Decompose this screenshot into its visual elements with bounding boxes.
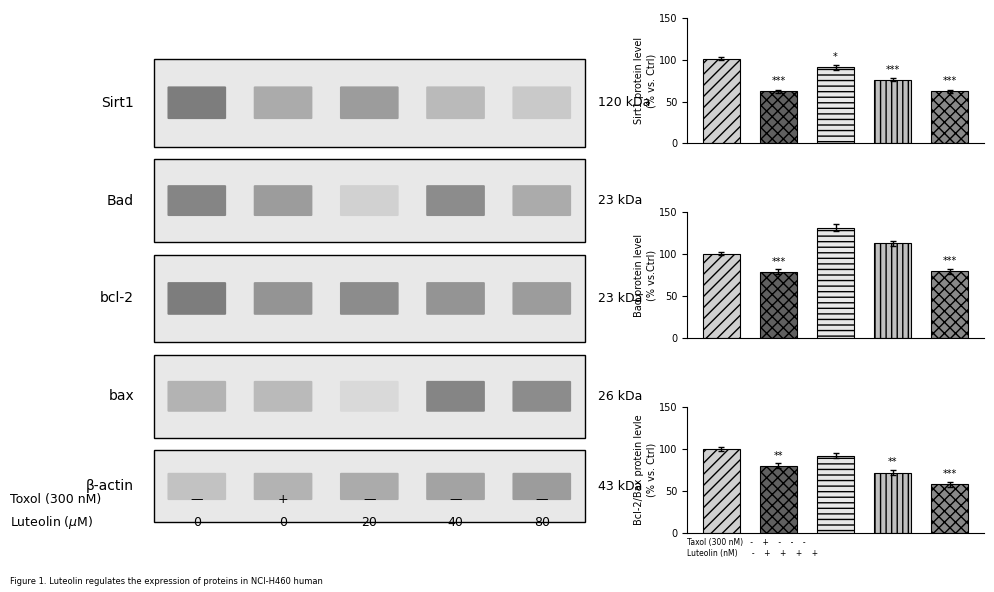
- Y-axis label: Bad protein level
(% vs.Ctrl): Bad protein level (% vs.Ctrl): [634, 234, 656, 317]
- Y-axis label: Bcl-2/Bax protein levle
(% vs. Ctrl): Bcl-2/Bax protein levle (% vs. Ctrl): [634, 414, 656, 525]
- Text: 40: 40: [447, 516, 463, 529]
- FancyBboxPatch shape: [426, 473, 485, 500]
- Bar: [874, 472, 911, 533]
- Text: 23 kDa: 23 kDa: [598, 194, 642, 207]
- Text: ***: ***: [771, 76, 785, 86]
- Text: 0: 0: [279, 516, 287, 529]
- FancyBboxPatch shape: [167, 282, 227, 315]
- Text: bcl-2: bcl-2: [100, 291, 134, 305]
- Bar: [154, 59, 584, 147]
- Bar: [931, 484, 968, 533]
- FancyBboxPatch shape: [253, 86, 312, 119]
- Text: ***: ***: [942, 256, 957, 266]
- FancyBboxPatch shape: [340, 381, 399, 412]
- FancyBboxPatch shape: [513, 185, 572, 216]
- Text: Bad: Bad: [107, 194, 134, 208]
- Text: ***: ***: [886, 65, 900, 75]
- FancyBboxPatch shape: [253, 473, 312, 500]
- FancyBboxPatch shape: [340, 86, 399, 119]
- Text: 23 kDa: 23 kDa: [598, 292, 642, 305]
- Bar: [154, 159, 584, 242]
- Bar: [931, 271, 968, 338]
- Bar: [759, 272, 797, 338]
- FancyBboxPatch shape: [340, 185, 399, 216]
- FancyBboxPatch shape: [340, 473, 399, 500]
- Text: 43 kDa: 43 kDa: [598, 480, 642, 493]
- FancyBboxPatch shape: [426, 282, 485, 315]
- Bar: [759, 91, 797, 143]
- Y-axis label: Sirt1 protein level
(% vs. Ctrl): Sirt1 protein level (% vs. Ctrl): [634, 37, 656, 124]
- Bar: [154, 355, 584, 437]
- FancyBboxPatch shape: [513, 473, 572, 500]
- FancyBboxPatch shape: [513, 381, 572, 412]
- Bar: [154, 451, 584, 523]
- FancyBboxPatch shape: [340, 282, 399, 315]
- Bar: [817, 227, 854, 338]
- Text: 80: 80: [534, 516, 550, 529]
- FancyBboxPatch shape: [426, 381, 485, 412]
- Text: ***: ***: [942, 469, 957, 479]
- Text: bax: bax: [108, 390, 134, 403]
- Text: Toxol (300 nM): Toxol (300 nM): [10, 493, 101, 506]
- Text: *: *: [833, 52, 838, 62]
- Bar: [817, 456, 854, 533]
- Bar: [703, 59, 740, 143]
- Text: 20: 20: [362, 516, 378, 529]
- Text: **: **: [773, 451, 783, 461]
- Text: Luteolin ($\mu$M): Luteolin ($\mu$M): [10, 514, 93, 531]
- FancyBboxPatch shape: [253, 282, 312, 315]
- Text: +: +: [277, 493, 288, 506]
- Text: —: —: [536, 493, 548, 506]
- Text: Figure 1. Luteolin regulates the expression of proteins in NCI-H460 human: Figure 1. Luteolin regulates the express…: [10, 577, 323, 586]
- Text: ***: ***: [942, 76, 957, 86]
- Text: —: —: [363, 493, 376, 506]
- FancyBboxPatch shape: [167, 381, 227, 412]
- Text: β-actin: β-actin: [86, 480, 134, 494]
- Text: Sirt1: Sirt1: [101, 96, 134, 110]
- Bar: [759, 466, 797, 533]
- FancyBboxPatch shape: [167, 185, 227, 216]
- Text: 26 kDa: 26 kDa: [598, 390, 642, 403]
- FancyBboxPatch shape: [426, 185, 485, 216]
- FancyBboxPatch shape: [253, 381, 312, 412]
- FancyBboxPatch shape: [513, 282, 572, 315]
- Text: —: —: [191, 493, 203, 506]
- Bar: [874, 80, 911, 143]
- Bar: [154, 255, 584, 342]
- FancyBboxPatch shape: [167, 473, 227, 500]
- Text: 0: 0: [193, 516, 201, 529]
- Text: 120 kDa: 120 kDa: [598, 96, 650, 110]
- X-axis label: Taxol (300 nM)   -    +    -    -    -
Luteolin (nM)      -    +    +    +    +: Taxol (300 nM) - + - - - Luteolin (nM) -…: [687, 538, 818, 558]
- FancyBboxPatch shape: [426, 86, 485, 119]
- Bar: [703, 253, 740, 338]
- Bar: [931, 91, 968, 143]
- Bar: [874, 243, 911, 338]
- Text: —: —: [449, 493, 462, 506]
- FancyBboxPatch shape: [167, 86, 227, 119]
- Text: ***: ***: [771, 257, 785, 267]
- Text: **: **: [888, 458, 898, 468]
- FancyBboxPatch shape: [253, 185, 312, 216]
- FancyBboxPatch shape: [513, 86, 572, 119]
- Bar: [817, 67, 854, 143]
- Bar: [703, 449, 740, 533]
